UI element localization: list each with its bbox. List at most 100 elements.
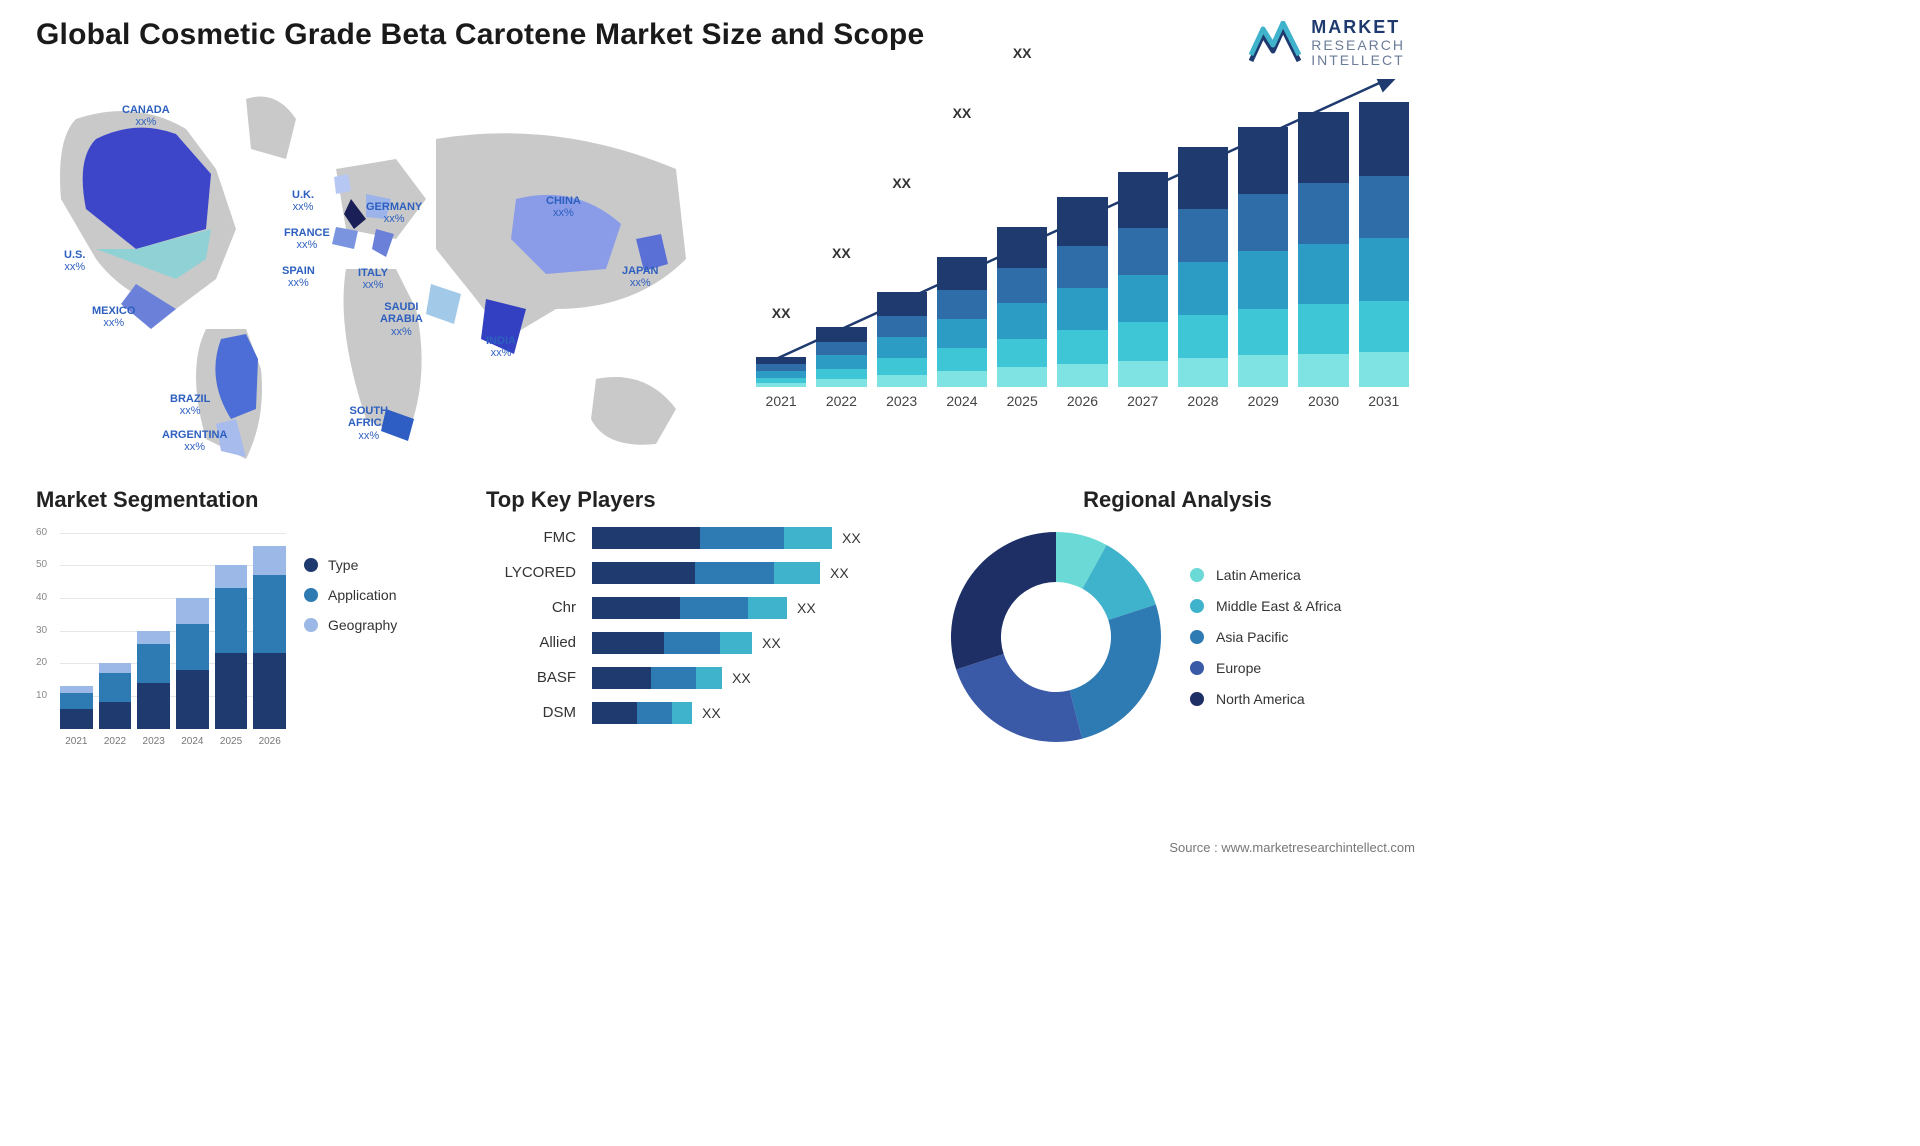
legend-swatch (1190, 661, 1204, 675)
legend-item: Asia Pacific (1190, 629, 1341, 645)
player-value: XX (842, 530, 861, 546)
forecast-bar-label: XX (772, 305, 791, 321)
forecast-bar: XX2030 (1298, 112, 1348, 409)
forecast-year-label: 2026 (1067, 393, 1098, 409)
forecast-year-label: 2021 (766, 393, 797, 409)
forecast-bar: XX2027 (1118, 172, 1168, 409)
donut-slice (956, 654, 1082, 742)
player-value: XX (797, 600, 816, 616)
legend-swatch (304, 558, 318, 572)
forecast-year-label: 2031 (1368, 393, 1399, 409)
forecast-bar: XX2028 (1178, 147, 1228, 409)
y-axis-tick: 50 (36, 559, 47, 570)
map-label: MEXICOxx% (92, 305, 135, 330)
forecast-year-label: 2025 (1007, 393, 1038, 409)
legend-label: Type (328, 557, 358, 573)
forecast-year-label: 2022 (826, 393, 857, 409)
segmentation-bar (60, 686, 93, 728)
forecast-year-label: 2027 (1127, 393, 1158, 409)
forecast-year-label: 2030 (1308, 393, 1339, 409)
map-label: ARGENTINAxx% (162, 429, 227, 454)
map-label: U.S.xx% (64, 249, 85, 274)
forecast-bar: XX2026 (1057, 197, 1107, 409)
segmentation-bar (137, 631, 170, 729)
legend-swatch (1190, 630, 1204, 644)
forecast-bar-label: XX (1073, 0, 1092, 1)
forecast-bar-label: XX (832, 245, 851, 261)
map-label: GERMANYxx% (366, 201, 422, 226)
top-players-labels: FMCLYCOREDChrAlliedBASFDSM (486, 527, 576, 724)
forecast-chart: XX2021XX2022XX2023XX2024XX2025XX2026XX20… (756, 79, 1409, 469)
x-axis-year: 2022 (99, 736, 132, 747)
y-axis-tick: 60 (36, 527, 47, 538)
segmentation-chart: 102030405060202120222023202420252026 (36, 527, 286, 747)
segmentation-bar (176, 598, 209, 729)
player-bar: XX (592, 562, 916, 584)
player-bar: XX (592, 597, 916, 619)
map-label: BRAZILxx% (170, 393, 210, 418)
legend-swatch (1190, 568, 1204, 582)
player-bar: XX (592, 632, 916, 654)
forecast-bar: XX2025 (997, 227, 1047, 409)
segmentation-bar (99, 663, 132, 728)
player-bar: XX (592, 527, 916, 549)
player-value: XX (732, 670, 751, 686)
regional-donut (946, 527, 1166, 747)
y-axis-tick: 10 (36, 690, 47, 701)
legend-item: Middle East & Africa (1190, 598, 1341, 614)
player-bar: XX (592, 702, 916, 724)
player-value: XX (702, 705, 721, 721)
map-label: SPAINxx% (282, 265, 315, 290)
legend-item: Latin America (1190, 567, 1341, 583)
segmentation-bar (253, 546, 286, 729)
player-name: Allied (539, 632, 576, 654)
logo-line-3: INTELLECT (1311, 53, 1405, 68)
x-axis-year: 2023 (137, 736, 170, 747)
legend-swatch (1190, 599, 1204, 613)
map-label: SAUDIARABIAxx% (380, 301, 423, 339)
forecast-year-label: 2028 (1187, 393, 1218, 409)
x-axis-year: 2025 (215, 736, 248, 747)
page-title: Global Cosmetic Grade Beta Carotene Mark… (36, 18, 924, 52)
legend-label: North America (1216, 691, 1305, 707)
legend-label: Europe (1216, 660, 1261, 676)
segmentation-bar (215, 565, 248, 728)
forecast-bar-label: XX (1013, 45, 1032, 61)
legend-item: Europe (1190, 660, 1341, 676)
player-value: XX (830, 565, 849, 581)
forecast-bar: XX2021 (756, 357, 806, 409)
segmentation-title: Market Segmentation (36, 487, 456, 513)
map-label: ITALYxx% (358, 267, 388, 292)
forecast-year-label: 2023 (886, 393, 917, 409)
segmentation-legend: Type Application Geography (304, 557, 397, 747)
top-players-title: Top Key Players (486, 487, 916, 513)
x-axis-year: 2026 (253, 736, 286, 747)
player-value: XX (762, 635, 781, 651)
forecast-bar: XX2031 (1359, 102, 1409, 409)
legend-item: Geography (304, 617, 397, 633)
regional-title: Regional Analysis (946, 487, 1409, 513)
x-axis-year: 2021 (60, 736, 93, 747)
map-label: CHINAxx% (546, 195, 581, 220)
legend-label: Latin America (1216, 567, 1301, 583)
player-bar: XX (592, 667, 916, 689)
forecast-bar: XX2022 (816, 327, 866, 409)
forecast-bar: XX2024 (937, 257, 987, 409)
legend-label: Geography (328, 617, 397, 633)
world-map: CANADAxx% U.S.xx% MEXICOxx% BRAZILxx% ARGENT… (36, 79, 716, 469)
legend-label: Asia Pacific (1216, 629, 1288, 645)
player-name: LYCORED (505, 562, 576, 584)
source-label: Source : www.marketresearchintellect.com (1169, 840, 1415, 855)
y-axis-tick: 30 (36, 625, 47, 636)
player-name: BASF (537, 667, 576, 689)
forecast-bar: XX2029 (1238, 127, 1288, 409)
map-label: U.K.xx% (292, 189, 314, 214)
brand-logo: MARKET RESEARCH INTELLECT (1249, 18, 1405, 69)
x-axis-year: 2024 (176, 736, 209, 747)
forecast-bar-label: XX (892, 175, 911, 191)
player-name: DSM (543, 702, 576, 724)
forecast-year-label: 2029 (1248, 393, 1279, 409)
map-label: CANADAxx% (122, 104, 170, 129)
legend-label: Application (328, 587, 397, 603)
regional-legend: Latin America Middle East & Africa Asia Pa… (1190, 567, 1341, 707)
